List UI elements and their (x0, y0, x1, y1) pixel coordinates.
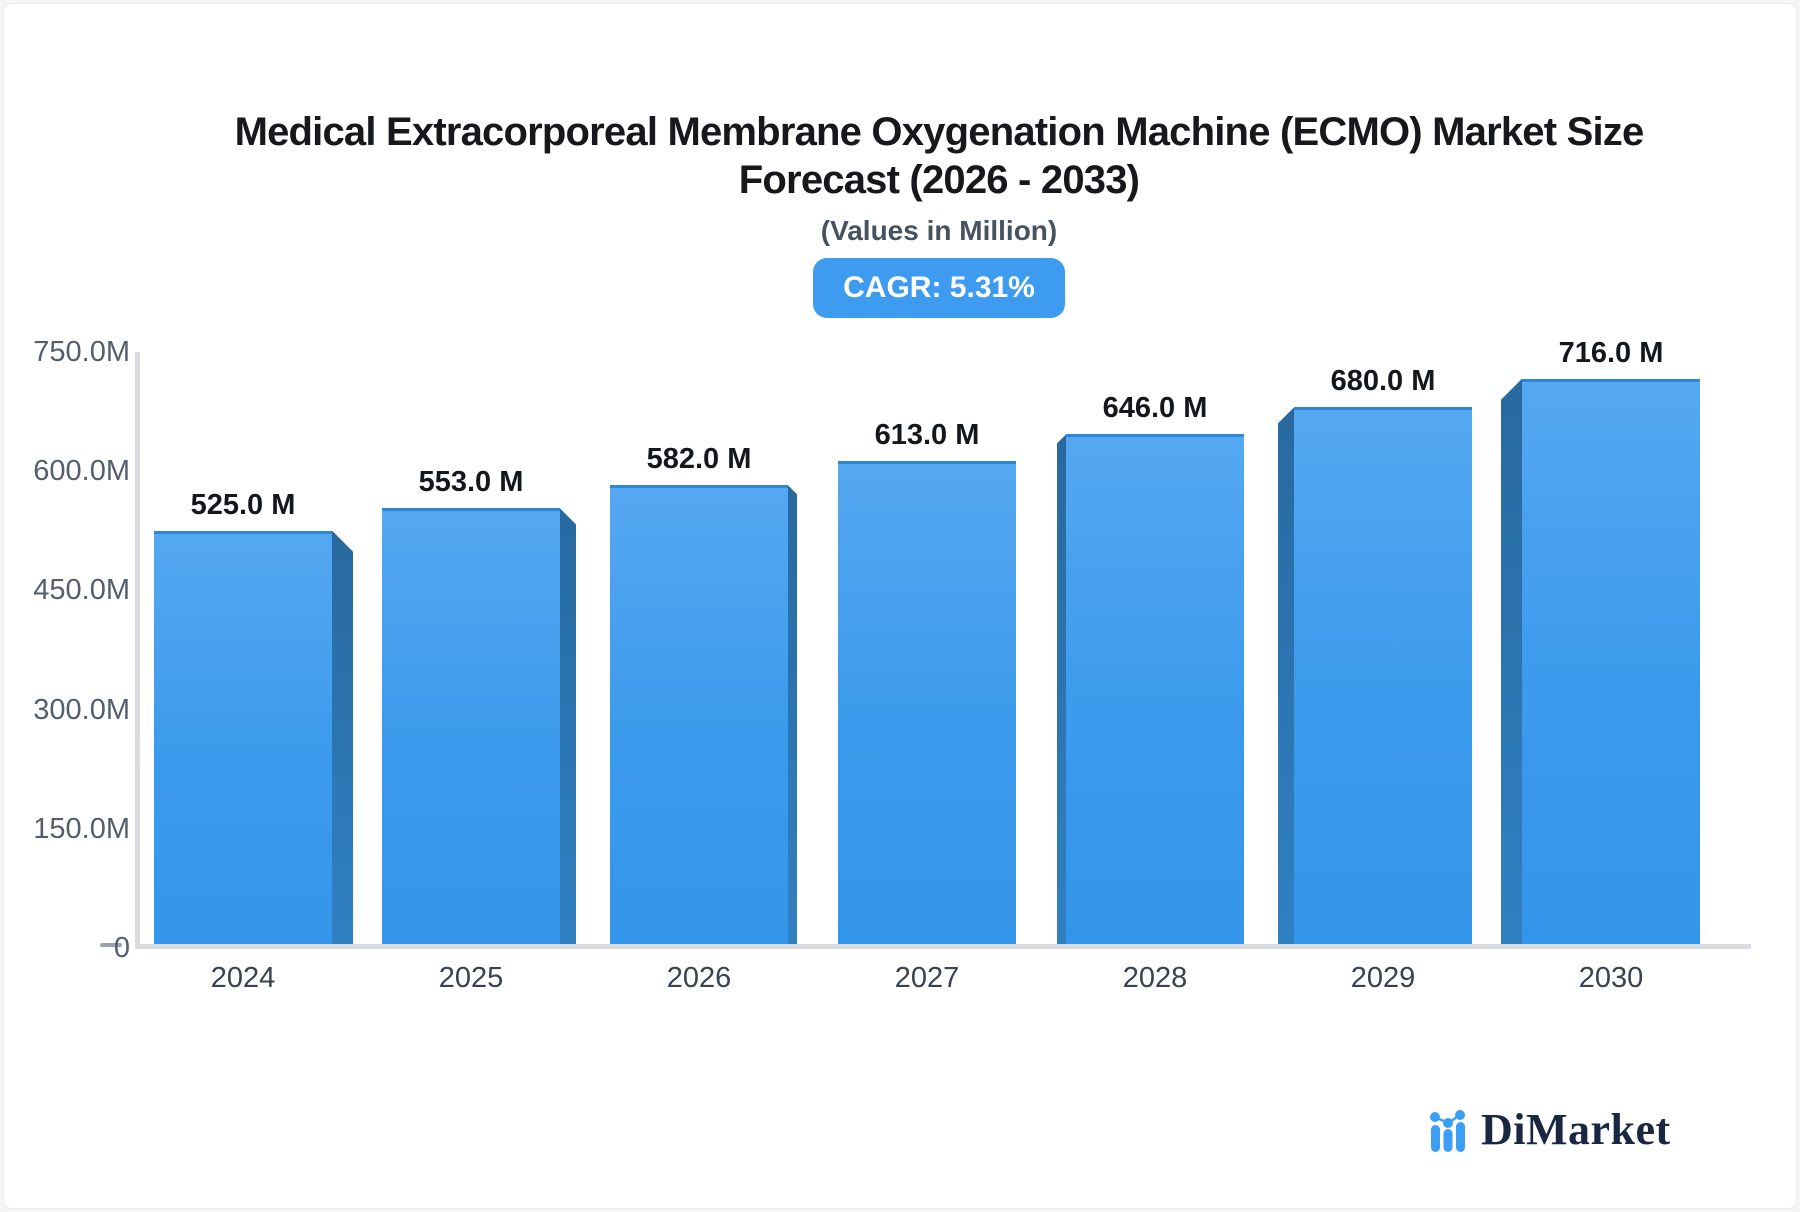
y-axis-label-300.0M: 300.0M (33, 693, 130, 726)
chart-title-line1: Medical Extracorporeal Membrane Oxygenat… (234, 110, 1645, 154)
bar-side-2029 (1278, 407, 1294, 948)
y-axis-label-0: 0 (113, 932, 130, 964)
y-axis-line (135, 352, 140, 949)
x-axis-tick-label-2030: 2030 (1578, 962, 1644, 994)
bar-value-label-2024: 525.0 M (190, 488, 296, 521)
bar-2027[interactable] (838, 460, 1016, 948)
bar-side-2030 (1501, 378, 1522, 948)
y-axis-label-600.0M: 600.0M (33, 455, 130, 488)
x-axis-line (135, 944, 1751, 949)
chart-title-line2: Forecast (2026 - 2033) (738, 158, 1140, 202)
y-axis-label-750.0M: 750.0M (33, 336, 130, 368)
bar-2028[interactable] (1066, 434, 1244, 948)
x-axis-tick-label-2024: 2024 (210, 962, 276, 994)
x-axis-tick-label-2029: 2029 (1350, 962, 1416, 994)
bar-value-label-2029: 680.0 M (1330, 365, 1436, 398)
chart-header: Medical Extracorporeal Membrane Oxygenat… (137, 108, 1741, 318)
brand-name: DiMarket (1481, 1105, 1671, 1154)
zero-tick-mark (100, 943, 122, 947)
bar-2030[interactable] (1522, 378, 1700, 948)
bar-chart: 750.0M 600.0M 450.0M 300.0M 150.0M 0 525.0 M 5… (4, 4, 1796, 1208)
bar-2029[interactable] (1294, 407, 1472, 948)
bar-value-label-2028: 646.0 M (1102, 392, 1208, 425)
bar-side-2026 (788, 485, 797, 948)
y-axis-label-150.0M: 150.0M (33, 812, 130, 845)
chart-card: Medical Extracorporeal Membrane Oxygenat… (3, 3, 1797, 1209)
chart-subtitle: (Values in Million) (820, 215, 1058, 246)
bar-2025[interactable] (382, 508, 560, 948)
x-axis-tick-label-2025: 2025 (438, 962, 504, 994)
bar-2026[interactable] (610, 485, 788, 948)
bar-value-label-2030: 716.0 M (1558, 336, 1664, 369)
bar-value-label-2027: 613.0 M (874, 418, 980, 451)
dimarket-logo-icon (1430, 1110, 1465, 1152)
x-axis-tick-label-2027: 2027 (894, 962, 960, 994)
bar-value-label-2026: 582.0 M (646, 443, 752, 476)
y-axis-label-450.0M: 450.0M (33, 574, 130, 607)
bar-value-label-2025: 553.0 M (418, 466, 524, 499)
x-axis-tick-label-2028: 2028 (1122, 962, 1188, 994)
bar-side-2024 (332, 530, 353, 948)
cagr-badge: CAGR: 5.31% (813, 258, 1065, 318)
bar-2024[interactable] (154, 530, 332, 948)
bar-side-2025 (560, 508, 576, 948)
bar-side-2028 (1057, 434, 1066, 948)
x-axis-tick-label-2026: 2026 (666, 962, 732, 994)
